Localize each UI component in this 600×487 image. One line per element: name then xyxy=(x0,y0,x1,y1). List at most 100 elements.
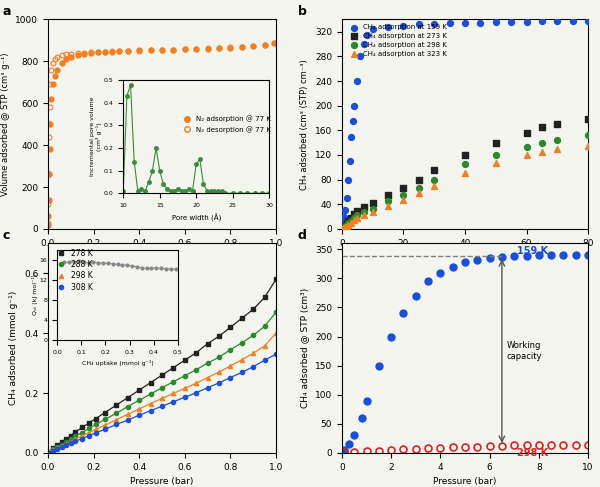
X-axis label: Pressure (bar): Pressure (bar) xyxy=(433,253,497,262)
CH₄ adsorption at 273 K xyxy=(340,222,350,230)
CH₄ adsorption at 298 K xyxy=(349,214,359,222)
159 K xyxy=(498,254,505,260)
CH₄ adsorption at 159 K xyxy=(430,20,439,28)
CH₄ adsorption at 273 K xyxy=(343,218,353,225)
Text: b: b xyxy=(298,5,307,19)
298 K xyxy=(101,422,109,428)
298 K xyxy=(350,449,358,455)
278 K xyxy=(170,365,177,371)
159 K xyxy=(425,279,432,284)
278 K xyxy=(101,410,109,415)
X-axis label: Pressure (bar): Pressure (bar) xyxy=(433,477,497,486)
CH₄ adsorption at 323 K xyxy=(583,142,593,150)
298 K xyxy=(58,443,65,449)
298 K xyxy=(158,395,166,401)
298 K xyxy=(425,445,432,451)
298 K xyxy=(341,450,348,455)
CH₄ adsorption at 273 K xyxy=(398,184,408,191)
CH₄ adsorption at 298 K xyxy=(346,217,356,225)
298 K xyxy=(560,442,567,448)
298 K xyxy=(376,448,383,453)
308 K xyxy=(49,448,56,453)
288 K xyxy=(147,391,154,397)
298 K xyxy=(449,444,457,450)
308 K xyxy=(113,422,120,428)
159 K xyxy=(584,252,592,258)
288 K xyxy=(261,323,268,329)
298 K xyxy=(181,385,188,391)
CH₄ adsorption at 273 K xyxy=(460,151,470,159)
278 K xyxy=(85,420,92,426)
308 K xyxy=(67,440,74,446)
CH₄ adsorption at 273 K xyxy=(522,130,532,137)
278 K xyxy=(238,316,245,321)
308 K xyxy=(147,408,154,413)
278 K xyxy=(58,439,65,445)
CH₄ adsorption at 159 K xyxy=(445,19,454,27)
CH₄ adsorption at 323 K xyxy=(491,159,500,167)
159 K xyxy=(535,252,542,258)
CH₄ adsorption at 298 K xyxy=(414,184,424,191)
298 K xyxy=(474,444,481,450)
298 K xyxy=(548,442,555,448)
288 K xyxy=(53,444,61,450)
CH₄ adsorption at 298 K xyxy=(398,191,408,199)
CH₄ adsorption at 273 K xyxy=(430,167,439,174)
278 K xyxy=(72,429,79,435)
CH₄ adsorption at 159 K xyxy=(383,23,393,31)
278 K xyxy=(272,277,280,282)
159 K xyxy=(358,415,365,421)
CH₄ adsorption at 323 K xyxy=(339,224,349,231)
CH₄ adsorption at 159 K xyxy=(346,132,356,140)
288 K xyxy=(193,367,200,373)
298 K xyxy=(44,450,52,456)
298 K xyxy=(498,443,505,449)
Legend: CH₄ adsorption at 159 K, CH₄ adsorption at 273 K, CH₄ adsorption at 298 K, CH₄ a: CH₄ adsorption at 159 K, CH₄ adsorption … xyxy=(346,23,448,58)
308 K xyxy=(215,380,223,386)
308 K xyxy=(181,394,188,400)
298 K xyxy=(124,412,131,417)
CH₄ adsorption at 159 K xyxy=(362,31,371,39)
CH₄ adsorption at 159 K xyxy=(353,77,362,85)
288 K xyxy=(238,340,245,346)
278 K xyxy=(136,387,143,393)
288 K xyxy=(158,385,166,391)
278 K xyxy=(92,415,100,421)
CH₄ adsorption at 298 K xyxy=(522,143,532,151)
CH₄ adsorption at 159 K xyxy=(356,53,365,60)
288 K xyxy=(72,433,79,439)
308 K xyxy=(85,432,92,438)
Text: d: d xyxy=(298,229,307,243)
X-axis label: Pressure (bar): Pressure (bar) xyxy=(130,477,194,486)
159 K xyxy=(341,447,348,453)
159 K xyxy=(511,253,518,259)
159 K xyxy=(461,259,469,265)
308 K xyxy=(250,364,257,370)
308 K xyxy=(272,351,280,357)
298 K xyxy=(92,426,100,432)
288 K xyxy=(136,397,143,403)
CH₄ adsorption at 159 K xyxy=(537,18,547,25)
159 K xyxy=(346,441,353,447)
CH₄ adsorption at 323 K xyxy=(346,219,356,226)
CH₄ adsorption at 273 K xyxy=(368,199,377,207)
CH₄ adsorption at 159 K xyxy=(476,19,485,26)
159 K xyxy=(350,432,358,438)
CH₄ adsorption at 159 K xyxy=(348,117,358,125)
308 K xyxy=(44,450,52,456)
308 K xyxy=(238,370,245,375)
CH₄ adsorption at 298 K xyxy=(339,224,349,231)
288 K xyxy=(85,426,92,431)
CH₄ adsorption at 298 K xyxy=(343,220,353,227)
CH₄ adsorption at 159 K xyxy=(340,206,350,214)
CH₄ adsorption at 159 K xyxy=(506,18,516,26)
CH₄ adsorption at 159 K xyxy=(583,18,593,25)
278 K xyxy=(147,380,154,386)
CH₄ adsorption at 298 K xyxy=(368,205,377,212)
298 K xyxy=(62,441,70,447)
288 K xyxy=(124,404,131,410)
CH₄ adsorption at 273 K xyxy=(553,120,562,128)
CH₄ adsorption at 159 K xyxy=(368,25,377,33)
CH₄ adsorption at 298 K xyxy=(342,221,352,229)
308 K xyxy=(170,399,177,405)
